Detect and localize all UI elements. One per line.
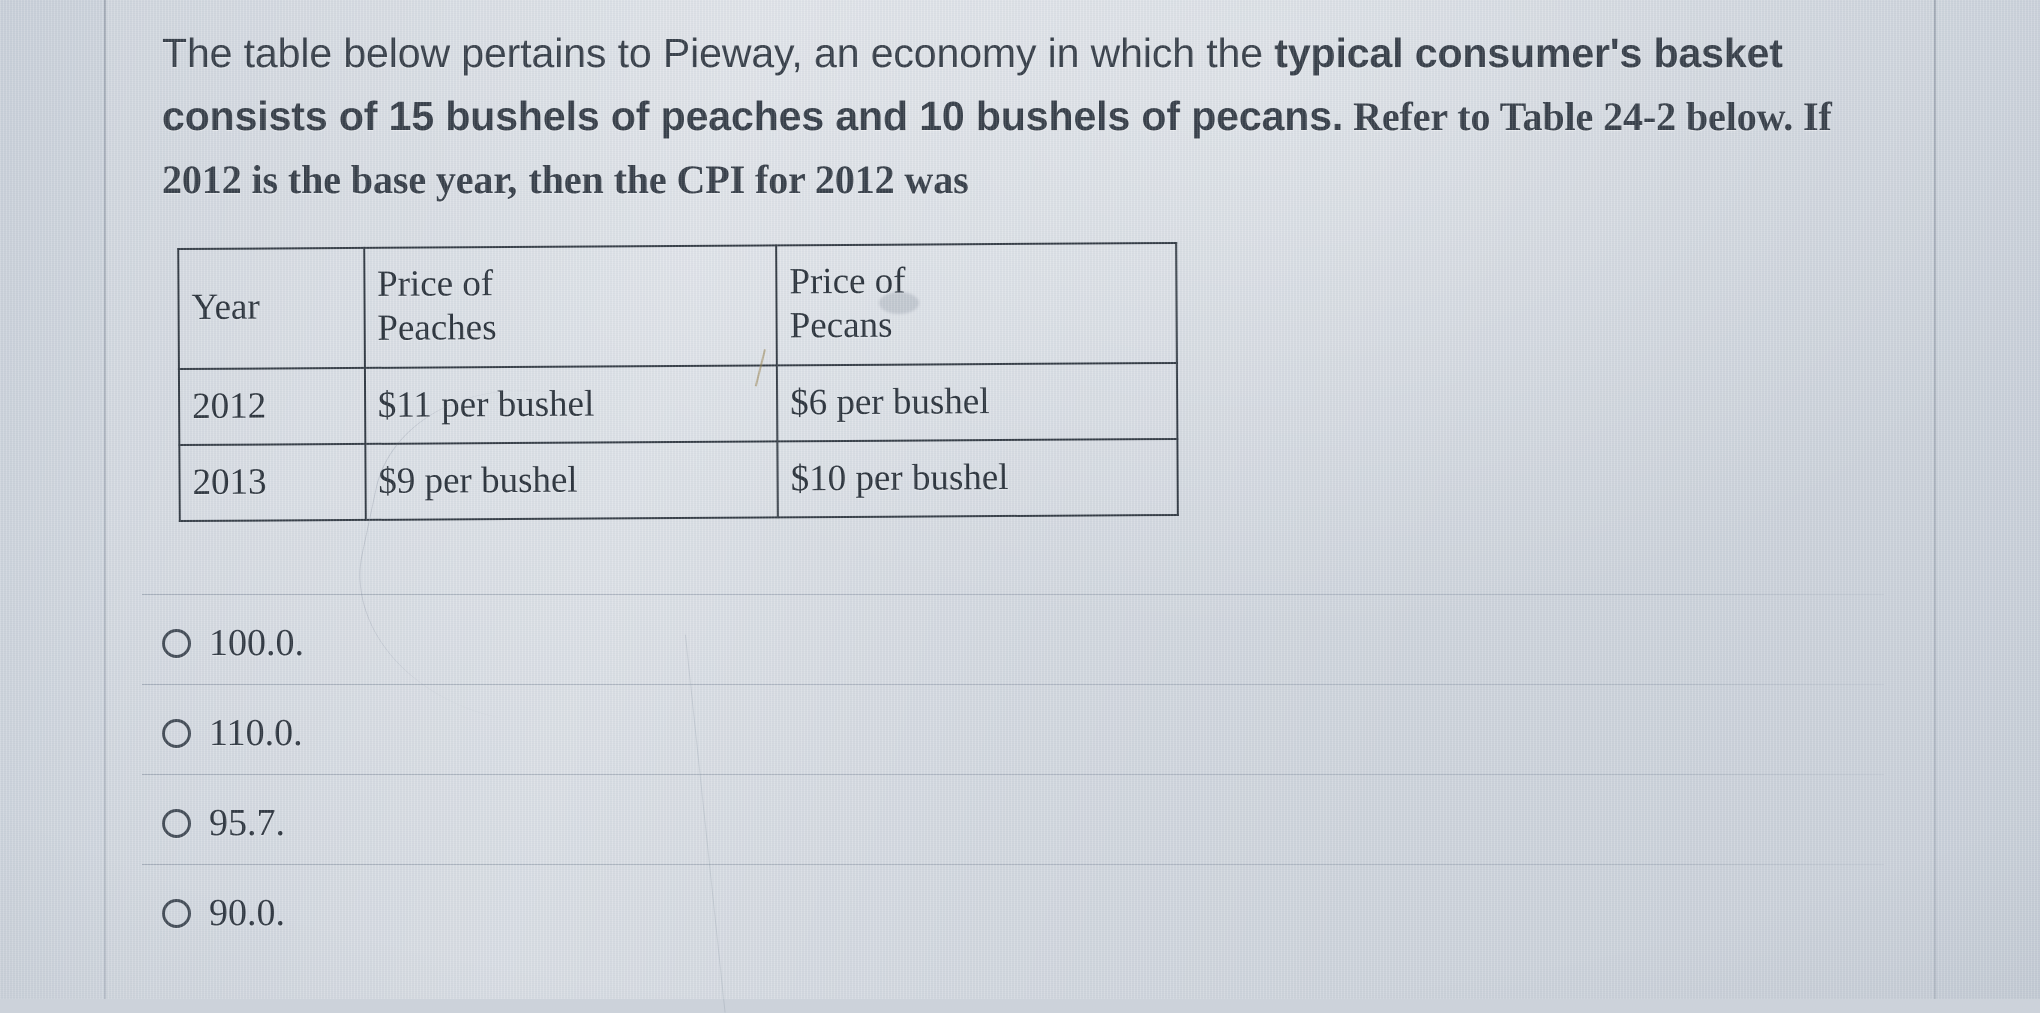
- radio-button-icon[interactable]: [162, 898, 191, 928]
- price-table: Year Price of Peaches Price of Pecans 20…: [177, 241, 1179, 523]
- cell-peaches-price: $11 per bushel: [364, 365, 778, 444]
- question-segment-serif: Refer to Table 24-2 below. If 2012 is th…: [162, 94, 1832, 202]
- option-label: 110.0.: [209, 712, 303, 754]
- cell-year: 2012: [178, 367, 366, 446]
- question-segment-bold-2: of 15 bushels of peaches and 10 bushels …: [338, 93, 1344, 139]
- header-peaches-line1: Price of: [376, 263, 494, 305]
- option-row-1[interactable]: 100.0.: [104, 594, 1934, 684]
- radio-button-icon[interactable]: [162, 808, 191, 838]
- header-price-of-peaches: Price of Peaches: [363, 245, 777, 368]
- header-price-of-pecans: Price of Pecans: [776, 242, 1177, 366]
- option-row-3[interactable]: 95.7.: [104, 774, 1934, 864]
- option-label: 95.7.: [209, 802, 285, 844]
- option-divider: [142, 684, 1884, 685]
- option-divider: [142, 864, 1884, 865]
- header-peaches-line2: Peaches: [377, 307, 497, 349]
- question-segment-plain: The table below pertains to Pieway, an e…: [162, 30, 1275, 76]
- option-divider: [142, 594, 1884, 595]
- option-label: 90.0.: [209, 892, 285, 934]
- question-content: The table below pertains to Pieway, an e…: [104, 0, 1934, 1013]
- option-row-4[interactable]: 90.0.: [104, 864, 1934, 954]
- header-pecans-line2: Pecans: [789, 304, 893, 347]
- option-divider: [142, 774, 1884, 775]
- answer-options: 100.0. 110.0. 95.7. 90.0.: [104, 594, 1934, 954]
- cell-pecans-price: $6 per bushel: [776, 362, 1178, 442]
- radio-button-icon[interactable]: [162, 628, 191, 658]
- table-row: 2013 $9 per bushel $10 per bushel: [179, 438, 1178, 522]
- header-pecans-line1: Price of: [789, 260, 906, 303]
- cell-pecans-price: $10 per bushel: [777, 438, 1178, 518]
- header-year: Year: [178, 247, 365, 370]
- table-row: 2012 $11 per bushel $6 per bushel: [178, 362, 1178, 446]
- cell-year: 2013: [179, 443, 366, 522]
- question-prompt: The table below pertains to Pieway, an e…: [162, 22, 1852, 211]
- cell-peaches-price: $9 per bushel: [365, 441, 778, 520]
- table-header-row: Year Price of Peaches Price of Pecans: [178, 242, 1177, 370]
- radio-button-icon[interactable]: [162, 718, 191, 748]
- question-segment-bold: typical consumer's basket consists: [162, 30, 1783, 139]
- question-segment-serif-2: then the CPI for 2012 was: [528, 157, 969, 202]
- option-label: 100.0.: [209, 622, 304, 664]
- option-row-2[interactable]: 110.0.: [104, 684, 1934, 774]
